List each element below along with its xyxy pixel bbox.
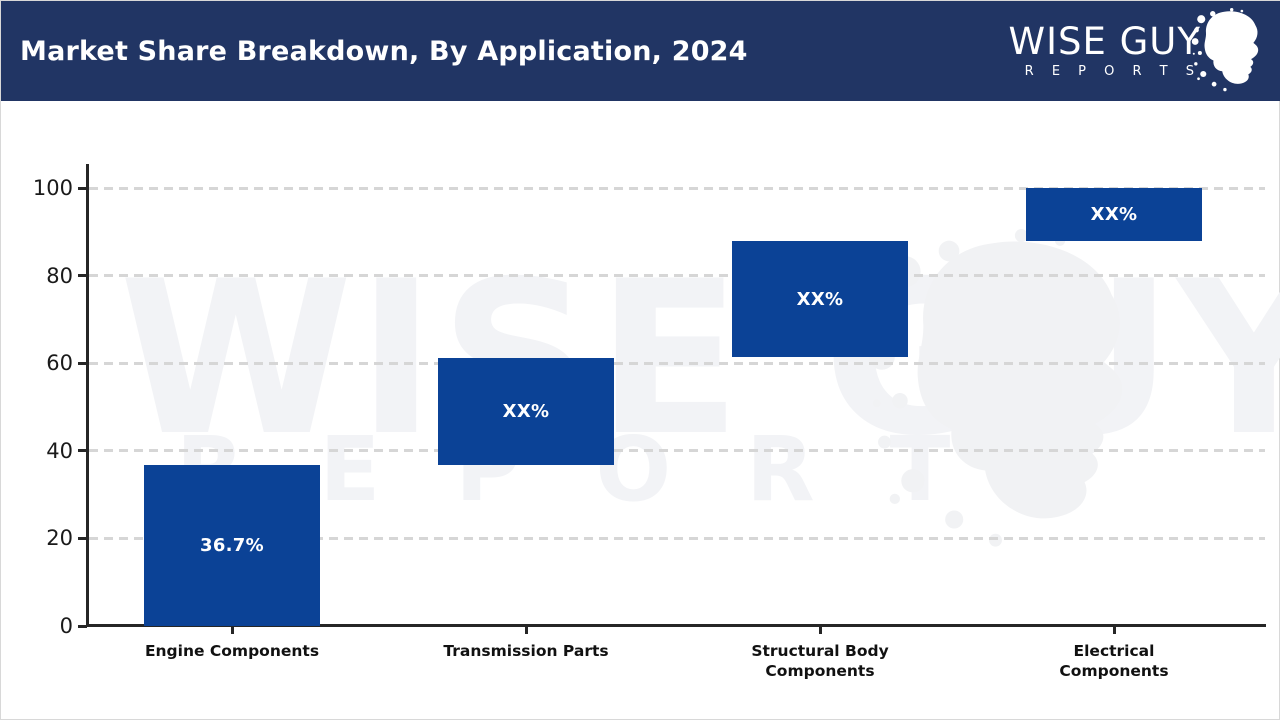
y-tick-label: 40 <box>46 438 73 463</box>
y-tick-mark <box>78 361 87 365</box>
brand-tagline: R E P O R T S <box>1024 64 1201 79</box>
x-tick-mark <box>1112 626 1116 634</box>
x-category-label: Transmission Parts <box>443 642 609 660</box>
y-tick-mark <box>78 624 87 628</box>
gridline <box>89 361 1265 365</box>
x-axis-line <box>86 624 1266 627</box>
bar: XX% <box>1026 188 1202 242</box>
x-category-label: Engine Components <box>144 642 320 660</box>
y-tick-label: 100 <box>32 176 73 200</box>
y-tick-mark <box>78 274 87 278</box>
gridline <box>89 536 1265 540</box>
gridline <box>89 186 1265 190</box>
y-axis-line <box>86 164 89 627</box>
brand-face-icon <box>1191 8 1259 92</box>
y-tick-label: 0 <box>59 614 73 638</box>
x-tick-mark <box>524 626 528 634</box>
bar-value-label: XX% <box>502 400 550 422</box>
y-tick-label: 80 <box>46 263 73 288</box>
brand-logo: WISE GUY R E P O R T S <box>1009 7 1267 95</box>
y-tick-label: 60 <box>46 351 73 376</box>
brand-text: WISE GUY R E P O R T S <box>1009 23 1201 79</box>
x-category-label: Electrical Components <box>1059 642 1169 681</box>
x-tick-mark <box>818 626 822 634</box>
bar: XX% <box>438 357 614 466</box>
header: Market Share Breakdown, By Application, … <box>1 1 1280 101</box>
bar: 36.7% <box>144 465 320 626</box>
y-tick-mark <box>78 186 87 190</box>
chart-title: Market Share Breakdown, By Application, … <box>20 35 748 67</box>
brand-name: WISE GUY <box>1008 20 1201 63</box>
x-category-label: Structural Body Components <box>751 642 889 681</box>
bar-value-label: 36.7% <box>200 535 264 557</box>
x-tick-mark <box>230 626 234 634</box>
watermark-subtext: R E P O R T S <box>176 417 1104 521</box>
bar: XX% <box>732 241 908 358</box>
y-tick-label: 20 <box>46 526 73 551</box>
y-tick-mark <box>78 536 87 540</box>
bar-value-label: XX% <box>796 288 844 310</box>
bar-value-label: XX% <box>1090 204 1138 226</box>
gridline <box>89 449 1265 453</box>
gridline <box>89 274 1265 278</box>
y-tick-mark <box>78 449 87 453</box>
